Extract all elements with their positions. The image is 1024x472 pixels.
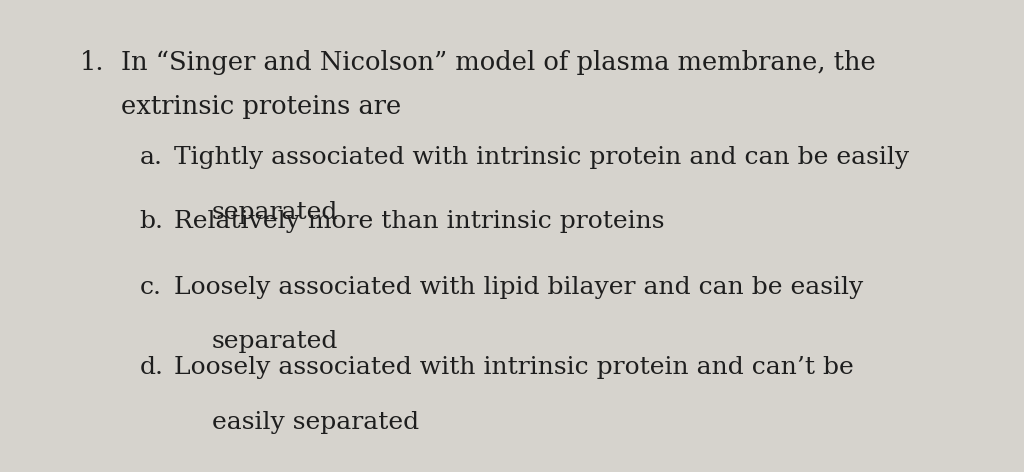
Text: easily separated: easily separated [212,411,419,434]
Text: separated: separated [212,201,338,224]
Text: a.: a. [139,146,162,169]
Text: 1.: 1. [80,50,104,75]
Text: d.: d. [139,356,163,379]
Text: c.: c. [139,276,161,299]
Text: In “Singer and Nicolson” model of plasma membrane, the: In “Singer and Nicolson” model of plasma… [121,50,876,75]
Text: separated: separated [212,330,338,354]
Text: b.: b. [139,210,163,233]
Text: Relatively more than intrinsic proteins: Relatively more than intrinsic proteins [174,210,665,233]
Text: Loosely associated with lipid bilayer and can be easily: Loosely associated with lipid bilayer an… [174,276,863,299]
Text: extrinsic proteins are: extrinsic proteins are [121,94,401,119]
Text: Loosely associated with intrinsic protein and can’t be: Loosely associated with intrinsic protei… [174,356,854,379]
Text: Tightly associated with intrinsic protein and can be easily: Tightly associated with intrinsic protei… [174,146,909,169]
